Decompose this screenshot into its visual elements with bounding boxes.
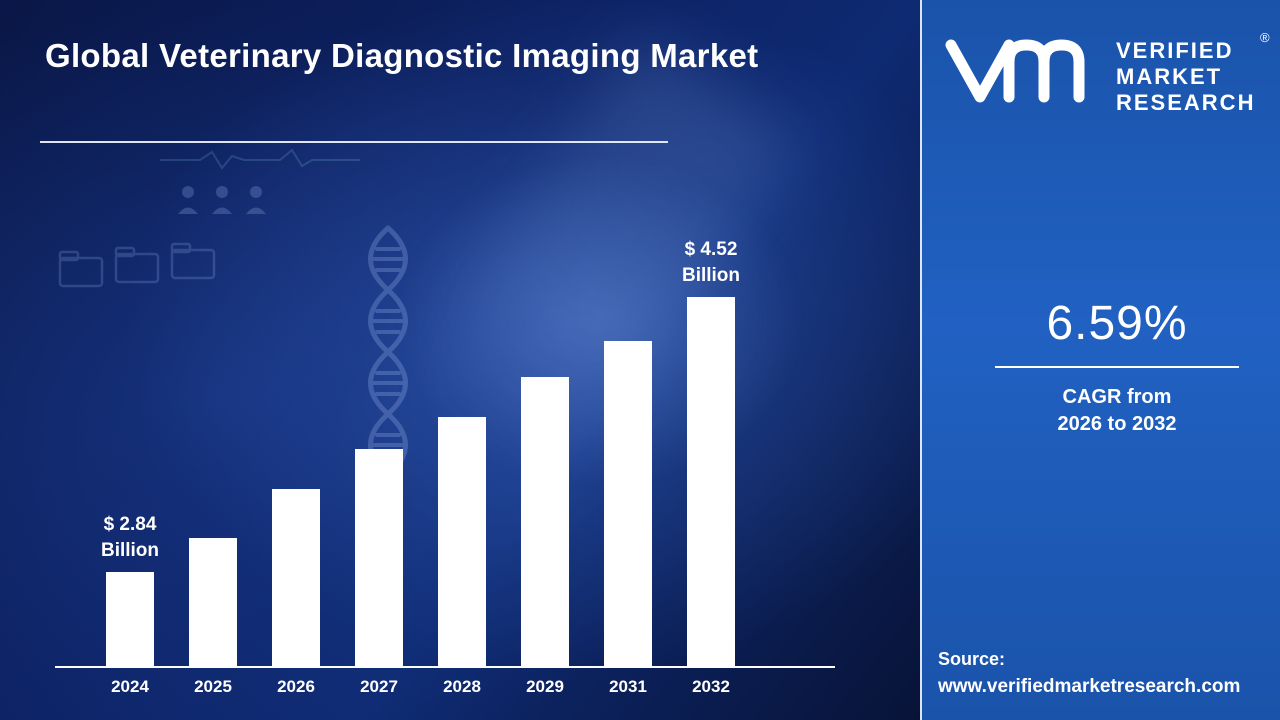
person-icons bbox=[178, 186, 266, 214]
cagr-caption-line-1: CAGR from bbox=[1062, 386, 1172, 408]
vmr-logo-icon bbox=[945, 39, 1085, 103]
cagr-divider bbox=[995, 366, 1239, 368]
title-underline bbox=[40, 141, 668, 143]
x-axis-label-2025: 2025 bbox=[194, 677, 232, 696]
cagr-block: 6.59% CAGR from 2026 to 2032 bbox=[995, 296, 1239, 438]
x-axis-label-2032: 2032 bbox=[692, 677, 730, 696]
heartbeat-line-icon bbox=[160, 148, 360, 170]
brand-name: VERIFIED MARKET RESEARCH bbox=[1116, 38, 1255, 116]
x-axis-label-2024: 2024 bbox=[111, 677, 149, 696]
page-title: Global Veterinary Diagnostic Imaging Mar… bbox=[45, 37, 759, 74]
info-panel: VERIFIED MARKET RESEARCH ® 6.59% CAGR fr… bbox=[920, 0, 1280, 720]
x-axis-label-2026: 2026 bbox=[277, 677, 315, 696]
bar-value-label: $ 2.84 Billion bbox=[100, 514, 160, 561]
bar-series: $ 2.84 Billion $ 4.52 Billion bbox=[101, 239, 740, 666]
bar-chart: $ 2.84 Billion $ 4.52 Billion 2024 2025 2026 2… bbox=[55, 239, 835, 696]
x-axis-labels: 2024 2025 2026 2027 2028 2029 2031 2032 bbox=[106, 677, 735, 697]
bar-2025 bbox=[189, 538, 237, 666]
x-axis-line bbox=[55, 666, 835, 668]
brand-line-2: MARKET bbox=[1116, 64, 1223, 89]
cagr-caption-line-2: 2026 to 2032 bbox=[1057, 413, 1177, 435]
source-url-link[interactable]: www.verifiedmarketresearch.com bbox=[938, 676, 1241, 697]
x-axis-label-2029: 2029 bbox=[526, 677, 564, 696]
vmr-logo: VERIFIED MARKET RESEARCH ® bbox=[940, 30, 1272, 118]
cagr-value: 6.59% bbox=[1046, 297, 1188, 350]
x-axis-label-2027: 2027 bbox=[360, 677, 398, 696]
bar-2031 bbox=[604, 341, 652, 666]
bar-value-label: $ 4.52 Billion bbox=[681, 239, 741, 286]
bar-2027 bbox=[355, 449, 403, 666]
bar-2029 bbox=[521, 377, 569, 666]
x-axis-label-2031: 2031 bbox=[609, 677, 647, 696]
registered-trademark: ® bbox=[1260, 30, 1270, 45]
bar-2028 bbox=[438, 417, 486, 666]
bar-2026 bbox=[272, 489, 320, 666]
source-block: Source: www.verifiedmarketresearch.com bbox=[938, 646, 1240, 700]
brand-line-3: RESEARCH bbox=[1116, 90, 1256, 115]
chart-panel: Global Veterinary Diagnostic Imaging Mar… bbox=[0, 0, 920, 720]
cagr-caption: CAGR from 2026 to 2032 bbox=[995, 384, 1239, 438]
source-label: Source: bbox=[938, 649, 1006, 669]
bar-2032: $ 4.52 Billion bbox=[682, 239, 740, 666]
brand-line-1: VERIFIED bbox=[1116, 38, 1234, 63]
bar-2024: $ 2.84 Billion bbox=[101, 514, 159, 666]
x-axis-label-2028: 2028 bbox=[443, 677, 481, 696]
